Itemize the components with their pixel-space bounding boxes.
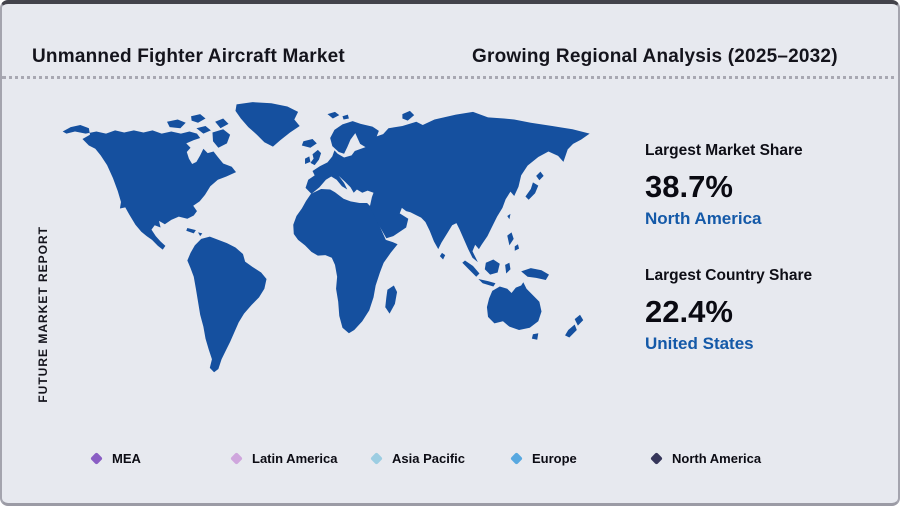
- diamond-marker-icon: [90, 452, 103, 465]
- stat-label: Largest Country Share: [645, 267, 813, 284]
- stat-region: United States: [645, 334, 754, 353]
- stat-region: North America: [645, 209, 762, 228]
- world-map-landmass: [62, 102, 590, 373]
- map-africa: [293, 188, 398, 334]
- map-north-america: [62, 124, 237, 250]
- stat-country-share: Largest Country Share 22.4% United State…: [645, 267, 897, 354]
- page-title: Unmanned Fighter Aircraft Market: [32, 46, 345, 67]
- map-caribbean: [186, 227, 203, 237]
- map-greenland: [235, 102, 300, 147]
- legend-label: Europe: [532, 451, 577, 466]
- legend-item-mea: MEA: [90, 451, 232, 466]
- map-british-isles: [305, 149, 322, 166]
- map-indonesia: [462, 259, 549, 287]
- page-subtitle: Growing Regional Analysis (2025–2032): [472, 46, 838, 67]
- diamond-marker-icon: [370, 452, 383, 465]
- header-divider: [2, 76, 898, 79]
- legend: MEA Latin America Asia Pacific Europe No…: [90, 451, 792, 466]
- legend-label: North America: [672, 451, 762, 466]
- legend-label: MEA: [112, 451, 141, 466]
- map-iceland: [301, 110, 415, 148]
- legend-item-asia-pacific: Asia Pacific: [370, 451, 512, 466]
- legend-item-europe: Europe: [510, 451, 652, 466]
- map-australia: [486, 282, 542, 340]
- legend-label: Latin America: [252, 451, 338, 466]
- stat-market-share: Largest Market Share 38.7% North America: [645, 142, 897, 229]
- stat-value: 38.7%: [645, 169, 733, 204]
- diamond-marker-icon: [230, 452, 243, 465]
- map-madagascar: [385, 285, 398, 314]
- map-arctic-islands: [167, 114, 231, 148]
- map-new-zealand: [565, 314, 584, 338]
- legend-label: Asia Pacific: [392, 451, 465, 466]
- diamond-marker-icon: [510, 452, 523, 465]
- map-south-america: [187, 236, 267, 373]
- stats-panel: Largest Market Share 38.7% North America…: [645, 142, 897, 392]
- map-eurasia: [305, 111, 590, 263]
- stat-value: 22.4%: [645, 294, 733, 329]
- brand-watermark: FUTURE MARKET REPORT: [36, 225, 50, 403]
- legend-item-north-america: North America: [650, 451, 792, 466]
- stat-label: Largest Market Share: [645, 142, 803, 159]
- legend-item-latin-america: Latin America: [230, 451, 372, 466]
- map-japan: [525, 171, 544, 200]
- world-map: [62, 102, 590, 373]
- diamond-marker-icon: [650, 452, 663, 465]
